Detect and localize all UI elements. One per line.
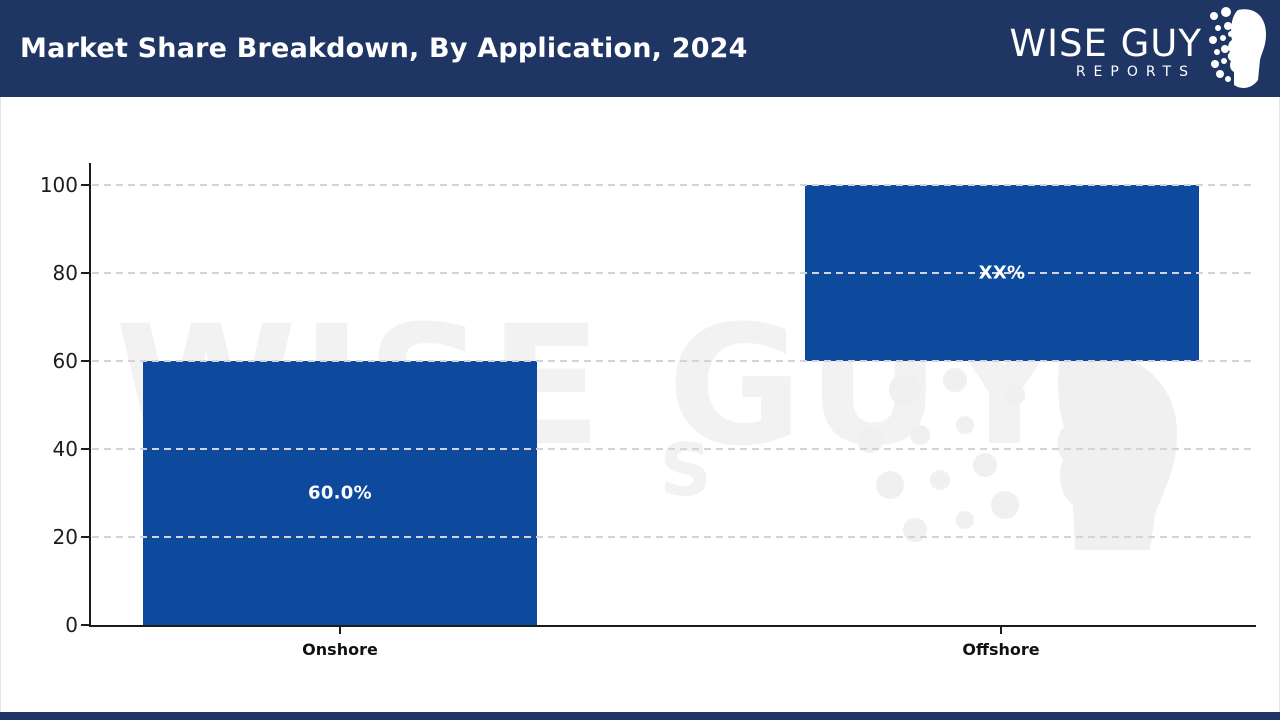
gridline-20 [92,536,1256,538]
gridline-40 [92,448,1256,450]
y-axis-tick [81,448,89,450]
bar-value-label-onshore: 60.0% [308,482,372,504]
y-axis-tick [81,360,89,362]
face-logo-icon [1209,7,1266,88]
y-axis-tick-label: 40 [52,437,78,461]
y-axis-tick [81,272,89,274]
brand-subtitle: REPORTS [1075,64,1196,80]
x-axis-tick [1000,627,1002,634]
gridline-80 [92,272,1256,274]
gridline-100 [92,184,1256,186]
y-axis-tick [81,536,89,538]
bar-onshore [143,361,537,625]
footer-bar [0,712,1280,720]
watermark-face-icon [857,351,1178,550]
brand-name: WISE GUY [1009,22,1202,65]
x-axis-category-label-offshore: Offshore [962,640,1040,659]
header-banner: Market Share Breakdown, By Application, … [0,0,1280,97]
y-axis-tick-label: 0 [65,613,78,637]
y-axis-tick-label: 100 [39,173,78,197]
x-axis-category-label-onshore: Onshore [302,640,378,659]
page-title: Market Share Breakdown, By Application, … [20,33,748,64]
x-axis-tick [339,627,341,634]
bar-value-label-offshore: XX% [978,262,1026,284]
y-axis-tick-label: 60 [52,349,78,373]
y-axis-tick [81,184,89,186]
y-axis-tick [81,624,89,626]
brand-logo: WISE GUY REPORTS [1005,2,1270,95]
y-axis-tick-label: 20 [52,525,78,549]
y-axis-line [89,163,91,627]
gridline-60 [92,360,1256,362]
x-axis-line [89,625,1256,627]
y-axis-tick-label: 80 [52,261,78,285]
